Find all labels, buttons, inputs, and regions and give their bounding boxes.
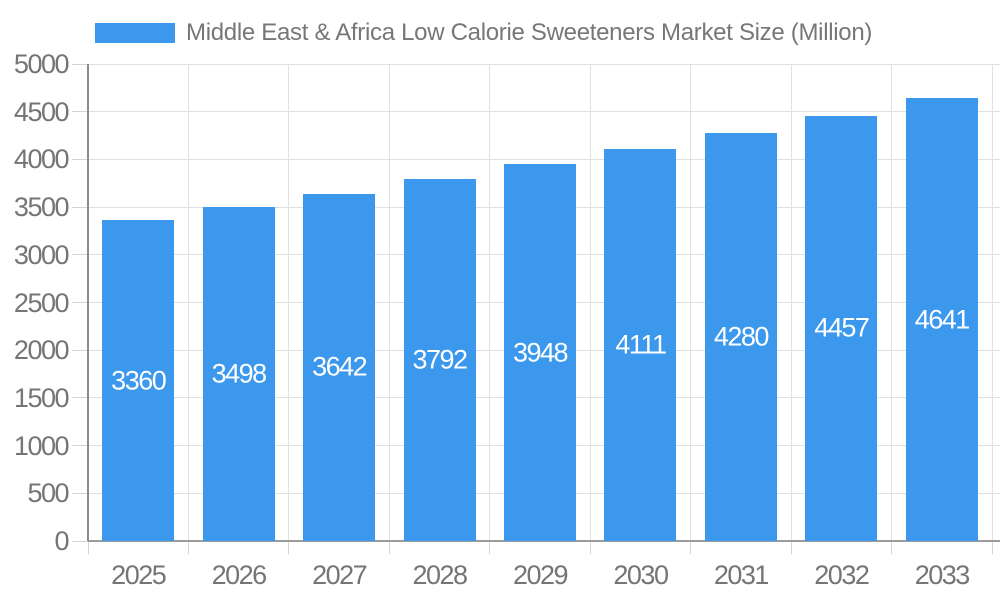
bar-value-label: 3360: [111, 365, 167, 396]
x-axis-tick: [489, 541, 491, 554]
gridline-vertical: [288, 64, 290, 541]
y-axis-tick: [72, 302, 88, 303]
bar-2031[interactable]: 4280: [704, 132, 777, 541]
gridline-vertical: [790, 64, 792, 541]
bar-value-label: 4280: [713, 321, 770, 352]
y-axis-label: 3500: [13, 192, 70, 223]
bar-2032[interactable]: 4457: [805, 115, 878, 541]
y-axis-label: 1000: [13, 430, 70, 461]
gridline-vertical: [891, 64, 893, 541]
y-axis-label: 3000: [13, 239, 70, 270]
x-axis-label: 2032: [814, 560, 870, 590]
x-axis-label: 2026: [211, 560, 268, 590]
bar-value-label: 3948: [512, 337, 569, 368]
chart-title: Middle East & Africa Low Calorie Sweeten…: [186, 19, 873, 46]
bar-value-label: 3792: [412, 344, 469, 375]
legend-swatch-icon: [95, 23, 175, 43]
y-axis-tick: [72, 349, 88, 351]
y-axis-label: 2500: [13, 287, 70, 318]
x-axis-tick: [388, 541, 390, 554]
gridline-vertical: [589, 64, 591, 541]
x-axis-label: 2033: [914, 560, 971, 590]
y-axis-label: 1500: [13, 382, 70, 413]
y-axis-tick: [72, 63, 88, 65]
y-axis-tick: [72, 158, 88, 160]
bar-2029[interactable]: 3948: [504, 164, 576, 541]
y-axis-label: 4000: [13, 144, 70, 175]
gridline-vertical: [690, 64, 692, 541]
gridline-vertical: [187, 64, 189, 541]
x-axis-label: 2028: [412, 560, 469, 590]
y-axis-tick: [72, 206, 88, 208]
y-axis-label: 2000: [13, 335, 70, 366]
bar-2026[interactable]: 3498: [202, 207, 275, 541]
x-axis-label: 2029: [512, 560, 569, 590]
x-axis-line: [88, 540, 1000, 542]
y-axis-tick: [72, 540, 88, 542]
x-axis-tick: [187, 541, 189, 554]
x-axis-label: 2030: [613, 560, 669, 590]
x-axis-tick: [690, 541, 692, 554]
gridline-vertical: [388, 64, 390, 541]
bar-2028[interactable]: 3792: [403, 179, 476, 541]
x-axis-label: 2025: [111, 560, 167, 590]
y-axis-label: 4500: [13, 96, 70, 127]
y-axis-label: 500: [27, 478, 69, 509]
x-axis-tick: [891, 541, 893, 554]
x-axis-tick: [288, 541, 290, 554]
x-axis-label: 2027: [312, 560, 368, 590]
y-axis-tick: [72, 397, 88, 399]
x-axis-label: 2031: [713, 560, 770, 590]
y-axis-label: 0: [54, 526, 69, 556]
bar-value-label: 4111: [615, 329, 667, 360]
x-axis-tick: [790, 541, 792, 554]
y-axis-tick: [72, 111, 88, 113]
x-axis-tick: [87, 541, 89, 554]
gridline-horizontal: [88, 111, 1000, 113]
y-axis-label: 5000: [13, 49, 70, 79]
y-axis-tick: [72, 445, 88, 447]
y-axis-tick: [72, 492, 88, 494]
y-axis-line: [87, 64, 89, 541]
legend-item[interactable]: Middle East & Africa Low Calorie Sweeten…: [95, 19, 873, 46]
bar-2027[interactable]: 3642: [303, 193, 376, 541]
bar-2030[interactable]: 4111: [604, 148, 677, 541]
bar-2033[interactable]: 4641: [905, 98, 978, 541]
bar-value-label: 4457: [814, 312, 870, 343]
bar-2025[interactable]: 3360: [102, 220, 175, 541]
x-axis-tick: [991, 541, 993, 554]
bar-value-label: 3498: [211, 358, 268, 389]
y-axis-tick: [72, 254, 88, 256]
bar-value-label: 4641: [914, 304, 971, 335]
x-axis-tick: [589, 541, 591, 554]
gridline-horizontal: [88, 63, 1000, 65]
gridline-vertical: [489, 64, 491, 541]
bar-value-label: 3642: [312, 351, 368, 382]
gridline-vertical: [991, 64, 993, 541]
gridline-horizontal: [88, 158, 1000, 160]
